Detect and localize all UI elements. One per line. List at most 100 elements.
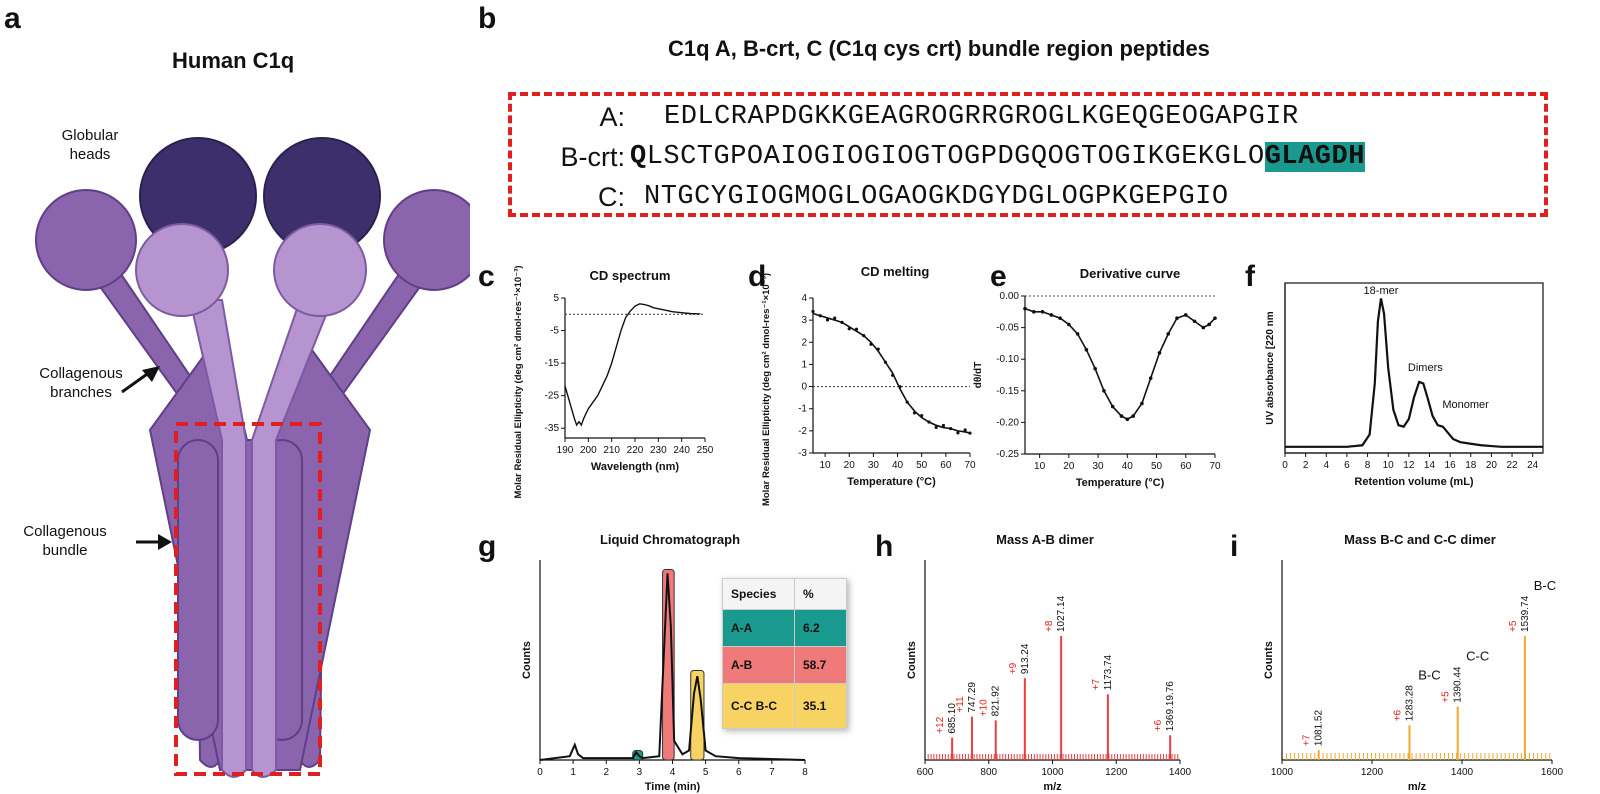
chart-f-x-tick-label: 0: [1282, 460, 1288, 471]
chart-d-y-tick-label: -1: [798, 404, 807, 415]
seq-a-text: EDLCRAPDGKKGEAGROGRRGROGLKGEQGEOGAPGIR: [664, 102, 1299, 132]
table-cell-species: A-A: [722, 609, 795, 647]
chart-e-fit-line: [1024, 307, 1216, 421]
chart-d-point: [927, 420, 931, 424]
chart-h-xlabel: m/z: [1043, 781, 1062, 793]
chart-e-point: [1166, 332, 1171, 336]
chart-d-y-tick-label: 1: [801, 359, 807, 370]
chart-h-peak-charge: +9: [1008, 662, 1019, 674]
chart-h-peak-label: 1369.19.76: [1165, 681, 1176, 731]
chart-h-x-tick-label: 1000: [1041, 767, 1064, 778]
chart-d-x-tick-label: 60: [940, 460, 952, 471]
chart-c-title: CD spectrum: [589, 268, 671, 283]
chart-c-xlabel: Wavelength (nm): [591, 461, 680, 473]
chart-d-point: [869, 342, 873, 346]
label-collagenous-bundle: Collagenous bundle: [0, 522, 130, 560]
chart-h-title: Mass A-B dimer: [996, 532, 1094, 547]
chart-f-x-tick-label: 4: [1323, 460, 1329, 471]
chart-e-point: [1084, 347, 1089, 352]
chart-e-point: [1140, 401, 1144, 406]
chart-e-point: [1102, 389, 1106, 393]
chart-e-point: [1183, 313, 1188, 317]
chart-d-point: [840, 320, 844, 324]
chart-c-x-tick-label: 230: [650, 445, 667, 456]
chart-d-point: [949, 427, 953, 431]
chart-e-point: [1067, 322, 1071, 327]
seq-a: EDLCRAPDGKKGEAGROGRRGROGLKGEQGEOGAPGIR: [664, 102, 1299, 132]
chart-h-x-tick-label: 1400: [1169, 767, 1192, 778]
chart-d-point: [968, 431, 972, 435]
chart-e-x-tick-label: 10: [1034, 461, 1046, 472]
chart-d-y-tick-label: 3: [801, 315, 807, 326]
chart-f-x-tick-label: 8: [1365, 460, 1371, 471]
chart-d-point: [898, 385, 902, 389]
table-row: A-A 6.2: [722, 609, 847, 647]
species-table: Species % A-A 6.2 A-B 58.7 C-C B-C 35.1: [722, 578, 847, 729]
panel-label-h: h: [875, 530, 894, 563]
chart-g-x-tick-label: 1: [570, 767, 576, 778]
chart-c-y-tick-label: -35: [545, 423, 560, 434]
chart-d-x-tick-label: 10: [820, 460, 832, 471]
chart-d-point: [883, 360, 888, 364]
chart-f-x-tick-label: 10: [1383, 460, 1395, 471]
chart-e-point: [1175, 316, 1179, 320]
chart-e-x-tick-label: 40: [1122, 461, 1134, 472]
chart-d-x-tick-label: 20: [844, 460, 856, 471]
label-globular-heads: Globular heads: [20, 126, 160, 164]
chart-e-point: [1058, 316, 1062, 320]
panel-label-f: f: [1245, 260, 1255, 293]
seq-b-prefix: Q: [630, 142, 647, 172]
chart-h-peak-label: 913.24: [1020, 643, 1031, 674]
seq-b-highlight: GLAGDH: [1264, 142, 1365, 172]
chart-h-peak-charge: +8: [1044, 620, 1055, 632]
chart-e-xlabel: Temperature (°C): [1076, 477, 1165, 489]
chart-d-x-tick-label: 30: [868, 460, 880, 471]
panel-label-e: e: [990, 260, 1007, 293]
chart-g-series-line: [539, 573, 806, 761]
seq-label-a: A:: [599, 102, 625, 132]
chart-d-y-tick-label: -2: [798, 426, 807, 437]
chart-e-y-tick-label: -0.15: [996, 386, 1019, 397]
table-cell-percent: 58.7: [794, 646, 847, 684]
chart-e-point: [1192, 319, 1197, 324]
chart-e-point: [1023, 306, 1027, 311]
seq-b: QLSCTGPOAIOGIOGIOGTOGPDGQOGTOGIKGEKGLOGL…: [630, 142, 1365, 172]
chart-e-point: [1157, 351, 1162, 355]
light-stalk-left: [188, 299, 247, 778]
chart-f-annotation: Monomer: [1442, 399, 1489, 411]
chart-c-ylabel: Molar Residual Ellipticity (deg cm² dmol…: [513, 265, 524, 498]
c1q-illustration: [35, 137, 470, 778]
chart-i-peak-label: 1390.44: [1453, 666, 1464, 703]
chart-e-point: [1207, 322, 1211, 327]
label-bundle-l2: bundle: [42, 542, 88, 559]
chart-i-peak-label: 1283.28: [1404, 685, 1415, 722]
chart-d-y-tick-label: 2: [801, 337, 807, 348]
chart-h-ylabel: Counts: [906, 641, 918, 679]
chart-i-peak-charge: +5: [1508, 620, 1519, 632]
chart-d-fit-line: [812, 312, 971, 434]
seq-label-b: B-crt:: [560, 142, 626, 172]
chart-i-species-label: C-C: [1466, 649, 1489, 664]
table-row: C-C B-C 35.1: [722, 683, 847, 729]
chart-f-series-line: [1285, 298, 1543, 448]
chart-d-y-tick-label: 4: [801, 293, 807, 304]
chart-f-ylabel: UV absorbance [220 nm: [1265, 311, 1276, 424]
chart-d-point: [941, 423, 946, 428]
chart-g-x-tick-label: 2: [603, 767, 609, 778]
label-bundle-l1: Collagenous: [23, 523, 107, 540]
chart-d-ylabel: Molar Residual Ellipticity (deg cm² dmol…: [761, 273, 772, 506]
chart-d-point: [905, 400, 909, 404]
chart-e-point: [1093, 366, 1097, 371]
chart-c-y-tick-label: -5: [550, 326, 559, 337]
seq-c-text: NTGCYGIOGMOGLOGAOGKDGYDGLOGPKGEPGIO: [644, 182, 1229, 212]
light-globular-head-left: [135, 223, 229, 317]
chart-i-peak-charge: +5: [1441, 691, 1452, 703]
table-cell-percent: 6.2: [794, 609, 847, 647]
chart-e-x-tick-label: 20: [1063, 461, 1075, 472]
chart-e-x-tick-label: 30: [1093, 461, 1105, 472]
chart-c-y-tick-label: -25: [545, 391, 560, 402]
chart-c-x-tick-label: 190: [557, 445, 574, 456]
label-collagenous-branches: Collagenous branches: [6, 364, 156, 402]
chart-g-x-tick-label: 0: [537, 767, 543, 778]
table-cell-species: C-C B-C: [722, 683, 795, 729]
